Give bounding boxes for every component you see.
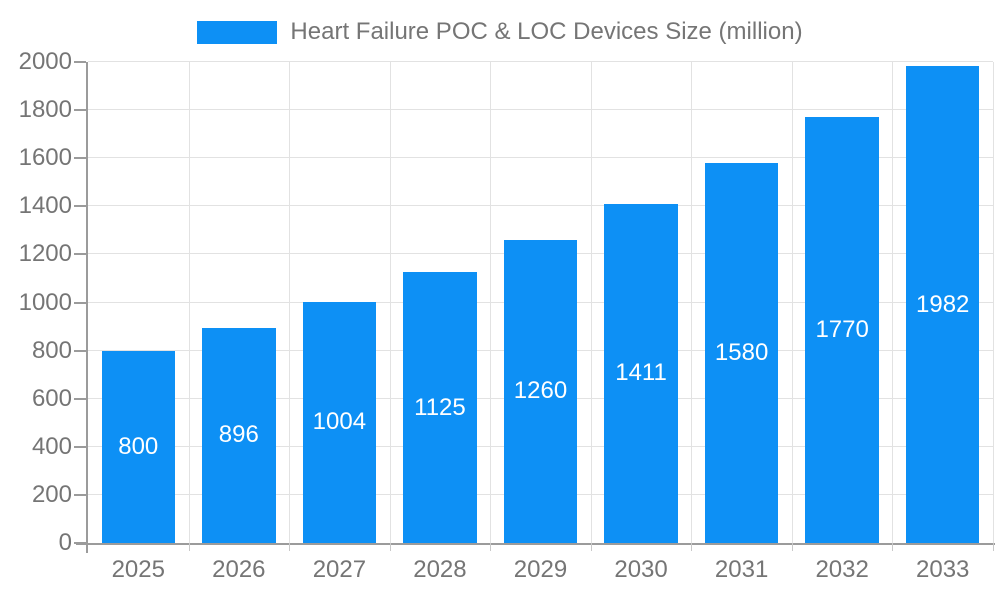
y-axis-tick-label: 1000 [18,288,72,316]
bar-2029[interactable]: 1260 [503,239,578,543]
y-axis-tick [74,109,86,112]
gridline-vertical [289,62,291,543]
gridline-horizontal [88,205,993,207]
bar-2033[interactable]: 1982 [906,66,980,543]
bar-2032[interactable]: 1770 [805,117,879,543]
x-axis-tick [289,543,291,551]
x-axis-tick [590,543,592,551]
x-axis-tick [188,543,190,551]
bar-value-label: 1411 [615,359,667,387]
gridline-vertical [490,62,492,543]
y-axis-tick-label: 400 [31,432,72,460]
gridline-vertical [590,62,592,543]
bar-value-label: 1004 [312,408,367,436]
gridline-horizontal [88,157,993,159]
bar-2028[interactable]: 1125 [403,272,477,543]
y-axis-tick [74,157,86,160]
x-axis-tick [791,543,793,551]
gridline-vertical [691,62,693,543]
x-axis-category-label: 2029 [513,556,568,583]
y-axis-labels: 0 200 400 600 800 1000 1200 1400 1600 1800 2000 [0,48,72,556]
y-axis-tick-label: 1200 [18,240,72,268]
legend-swatch-icon[interactable] [197,20,278,44]
y-axis-tick-label: 1800 [18,96,72,124]
y-axis-line [86,62,88,553]
gridline-horizontal [88,109,993,111]
gridline-vertical [892,62,894,543]
x-axis-category-label: 2025 [111,556,165,583]
bar-2030[interactable]: 1411 [604,203,678,543]
bar-value-label: 1125 [414,393,466,421]
y-axis-tick [74,301,86,304]
y-axis-tick [74,493,86,496]
bar-2027[interactable]: 1004 [302,301,377,543]
x-axis-category-label: 2030 [614,556,668,583]
bar-value-label: 1580 [714,339,769,366]
bar-value-label: 1260 [513,377,568,405]
y-axis-tick [74,445,86,448]
y-axis-tick-label: 1600 [18,144,72,172]
y-axis-tick [74,349,86,352]
x-axis-category-label: 2028 [413,556,467,583]
x-axis-category-label: 2027 [312,556,367,583]
gridline-vertical [389,62,391,543]
plot-area: 800 896 1004 1125 1260 1411 1580 1770 1982 [74,61,995,553]
x-axis-tick [490,543,492,551]
x-axis-category-label: 2026 [212,556,266,583]
y-axis-tick-label: 0 [58,529,72,556]
gridline-vertical [993,62,994,543]
gridline-horizontal [88,61,993,62]
bar-2031[interactable]: 1580 [704,163,779,543]
legend-item[interactable]: Heart Failure POC & LOC Devices Size (mi… [0,14,1000,50]
x-axis-labels: 2025 2026 2027 2028 2029 2030 2031 2032 2033 [88,554,993,586]
y-axis-tick-label: 200 [31,480,72,508]
y-axis-tick [74,61,86,63]
bar-2026[interactable]: 896 [202,327,276,543]
bar-value-label: 896 [218,421,259,449]
x-axis-tick [892,543,894,551]
y-axis-tick [74,205,86,208]
x-axis-category-label: 2031 [714,556,769,583]
x-axis-category-label: 2033 [916,556,970,583]
x-axis-tick [389,543,391,551]
bar-value-label: 1770 [815,316,869,344]
y-axis-tick-label: 600 [31,384,72,412]
gridline-vertical [791,62,793,543]
x-axis-category-label: 2032 [815,556,869,583]
legend-label: Heart Failure POC & LOC Devices Size (mi… [290,18,803,45]
y-axis-tick-label: 1400 [18,192,72,220]
y-axis-tick-label: 800 [31,336,72,364]
x-axis-tick [993,543,994,551]
y-axis-tick-label: 2000 [18,48,72,75]
bar-2025[interactable]: 800 [101,350,175,543]
bar-value-label: 800 [118,432,159,460]
gridline-vertical [188,62,190,543]
x-axis-tick [691,543,693,551]
x-axis-line [76,543,995,545]
y-axis-tick [74,542,86,544]
y-axis-tick [74,397,86,400]
bar-value-label: 1982 [916,290,970,318]
y-axis-tick [74,253,86,256]
